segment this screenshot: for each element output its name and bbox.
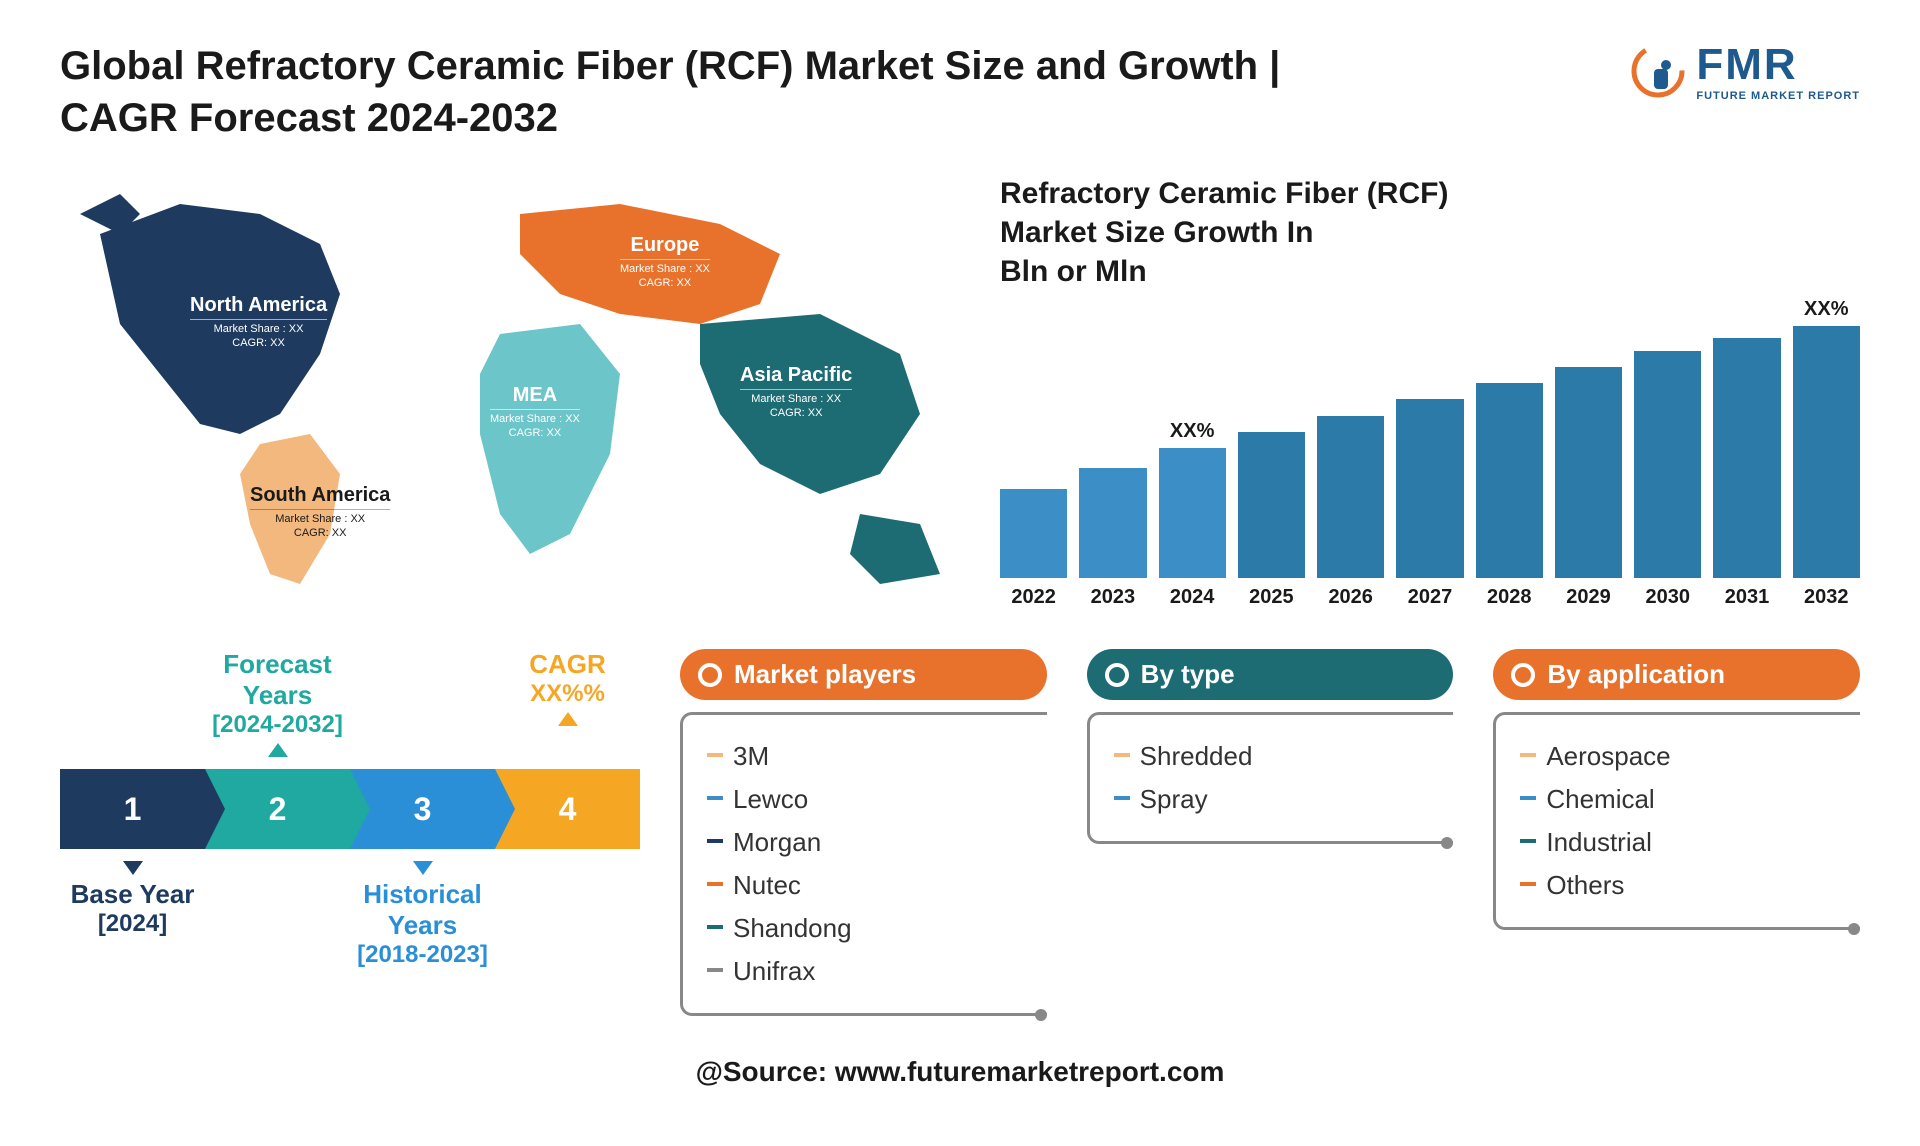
bracket-icon: 3MLewcoMorganNutecShandongUnifrax [680,712,1047,1016]
bar-chart-section: Refractory Ceramic Fiber (RCF) Market Si… [1000,174,1860,609]
bracket-icon: ShreddedSpray [1087,712,1454,844]
category-item: Chemical [1520,778,1860,821]
by-type-header: By type [1087,649,1454,700]
chart-bar [1555,367,1622,578]
bar-column: 2029 [1555,309,1622,609]
bar-year-label: 2024 [1170,586,1215,609]
bar-column: 2031 [1713,309,1780,609]
market-players-header: Market players [680,649,1047,700]
bar-column: XX% 2032 [1793,309,1860,609]
market-players-box: Market players 3MLewcoMorganNutecShandon… [680,649,1047,1016]
timeline-bar: 1234 [60,769,640,849]
bar-year-label: 2028 [1487,586,1532,609]
category-section: Market players 3MLewcoMorganNutecShandon… [680,649,1860,1016]
by-application-box: By application AerospaceChemicalIndustri… [1493,649,1860,1016]
category-item: 3M [707,735,1047,778]
chart-bar [1317,416,1384,579]
triangle-up-icon [268,743,288,757]
bar-year-label: 2026 [1328,586,1373,609]
europe-label: Europe Market Share : XX CAGR: XX [620,234,710,291]
timeline-top-labels: Forecast Years [2024-2032] CAGR XX%% [60,649,640,761]
cagr-label: CAGR XX%% [495,649,640,761]
bracket-icon: AerospaceChemicalIndustrialOthers [1493,712,1860,930]
logo-block: FMR FUTURE MARKET REPORT [1628,40,1860,102]
bottom-row: Forecast Years [2024-2032] CAGR XX%% 123… [60,649,1860,1016]
timeline-segment: 3 [350,769,495,849]
bar-column: 2026 [1317,309,1384,609]
bar-column: 2023 [1079,309,1146,609]
globe-icon [1628,41,1688,101]
timeline-section: Forecast Years [2024-2032] CAGR XX%% 123… [60,649,640,1016]
chart-bar [1000,489,1067,578]
timeline-segment: 1 [60,769,205,849]
logo-sub: FUTURE MARKET REPORT [1696,90,1860,102]
bar-year-label: 2032 [1804,586,1849,609]
bar-column: 2027 [1396,309,1463,609]
source-text: @Source: www.futuremarketreport.com [60,1056,1860,1088]
bar-column: XX% 2024 [1159,309,1226,609]
page-title: Global Refractory Ceramic Fiber (RCF) Ma… [60,40,1360,144]
bar-column: 2025 [1238,309,1305,609]
by-type-box: By type ShreddedSpray [1087,649,1454,1016]
base-year-label: Base Year [2024] [60,857,205,969]
south-america-label: South America Market Share : XX CAGR: XX [250,484,390,541]
bar-year-label: 2027 [1408,586,1453,609]
category-item: Lewco [707,778,1047,821]
mea-label: MEA Market Share : XX CAGR: XX [490,384,580,441]
world-map: North America Market Share : XX CAGR: XX… [60,174,960,594]
bar-column: 2030 [1634,309,1701,609]
asia-pacific-label: Asia Pacific Market Share : XX CAGR: XX [740,364,852,421]
chart-title: Refractory Ceramic Fiber (RCF) Market Si… [1000,174,1860,291]
chart-bar [1079,468,1146,578]
bar-year-label: 2031 [1725,586,1770,609]
bar-year-label: 2022 [1011,586,1056,609]
timeline-segment: 4 [495,769,640,849]
asia-pacific-shape [700,314,940,584]
bar-year-label: 2029 [1566,586,1611,609]
forecast-label: Forecast Years [2024-2032] [205,649,350,761]
historical-label: Historical Years [2018-2023] [350,857,495,969]
category-item: Nutec [707,864,1047,907]
category-item: Unifrax [707,950,1047,993]
triangle-down-icon [413,861,433,875]
logo-text: FMR FUTURE MARKET REPORT [1696,40,1860,102]
bar-chart: 2022 2023 XX% 2024 2025 2026 2027 2028 2029 2030 2… [1000,309,1860,609]
chart-bar [1713,338,1780,578]
header-row: Global Refractory Ceramic Fiber (RCF) Ma… [60,40,1860,144]
bar-top-label: XX% [1804,298,1848,321]
bar-year-label: 2023 [1091,586,1136,609]
category-item: Morgan [707,821,1047,864]
bar-year-label: 2030 [1646,586,1691,609]
triangle-up-icon [558,712,578,726]
ring-icon [698,663,722,687]
by-application-header: By application [1493,649,1860,700]
bar-column: 2022 [1000,309,1067,609]
bar-year-label: 2025 [1249,586,1294,609]
by-type-list: ShreddedSpray [1114,735,1454,821]
bar-top-label: XX% [1170,420,1214,443]
chart-bar: XX% [1793,326,1860,578]
market-players-list: 3MLewcoMorganNutecShandongUnifrax [707,735,1047,993]
chart-bar [1238,432,1305,578]
triangle-down-icon [123,861,143,875]
timeline-bottom-labels: Base Year [2024] Historical Years [2018-… [60,857,640,969]
category-item: Industrial [1520,821,1860,864]
chart-bar [1476,383,1543,578]
bar-column: 2028 [1476,309,1543,609]
chart-bar [1634,351,1701,579]
north-america-label: North America Market Share : XX CAGR: XX [190,294,327,351]
by-application-list: AerospaceChemicalIndustrialOthers [1520,735,1860,907]
chart-bar [1396,399,1463,578]
ring-icon [1511,663,1535,687]
chart-bar: XX% [1159,448,1226,578]
main-content: North America Market Share : XX CAGR: XX… [60,174,1860,609]
category-item: Others [1520,864,1860,907]
category-item: Shandong [707,907,1047,950]
category-item: Spray [1114,778,1454,821]
category-item: Shredded [1114,735,1454,778]
category-item: Aerospace [1520,735,1860,778]
timeline-segment: 2 [205,769,350,849]
ring-icon [1105,663,1129,687]
logo-main: FMR [1696,40,1860,90]
